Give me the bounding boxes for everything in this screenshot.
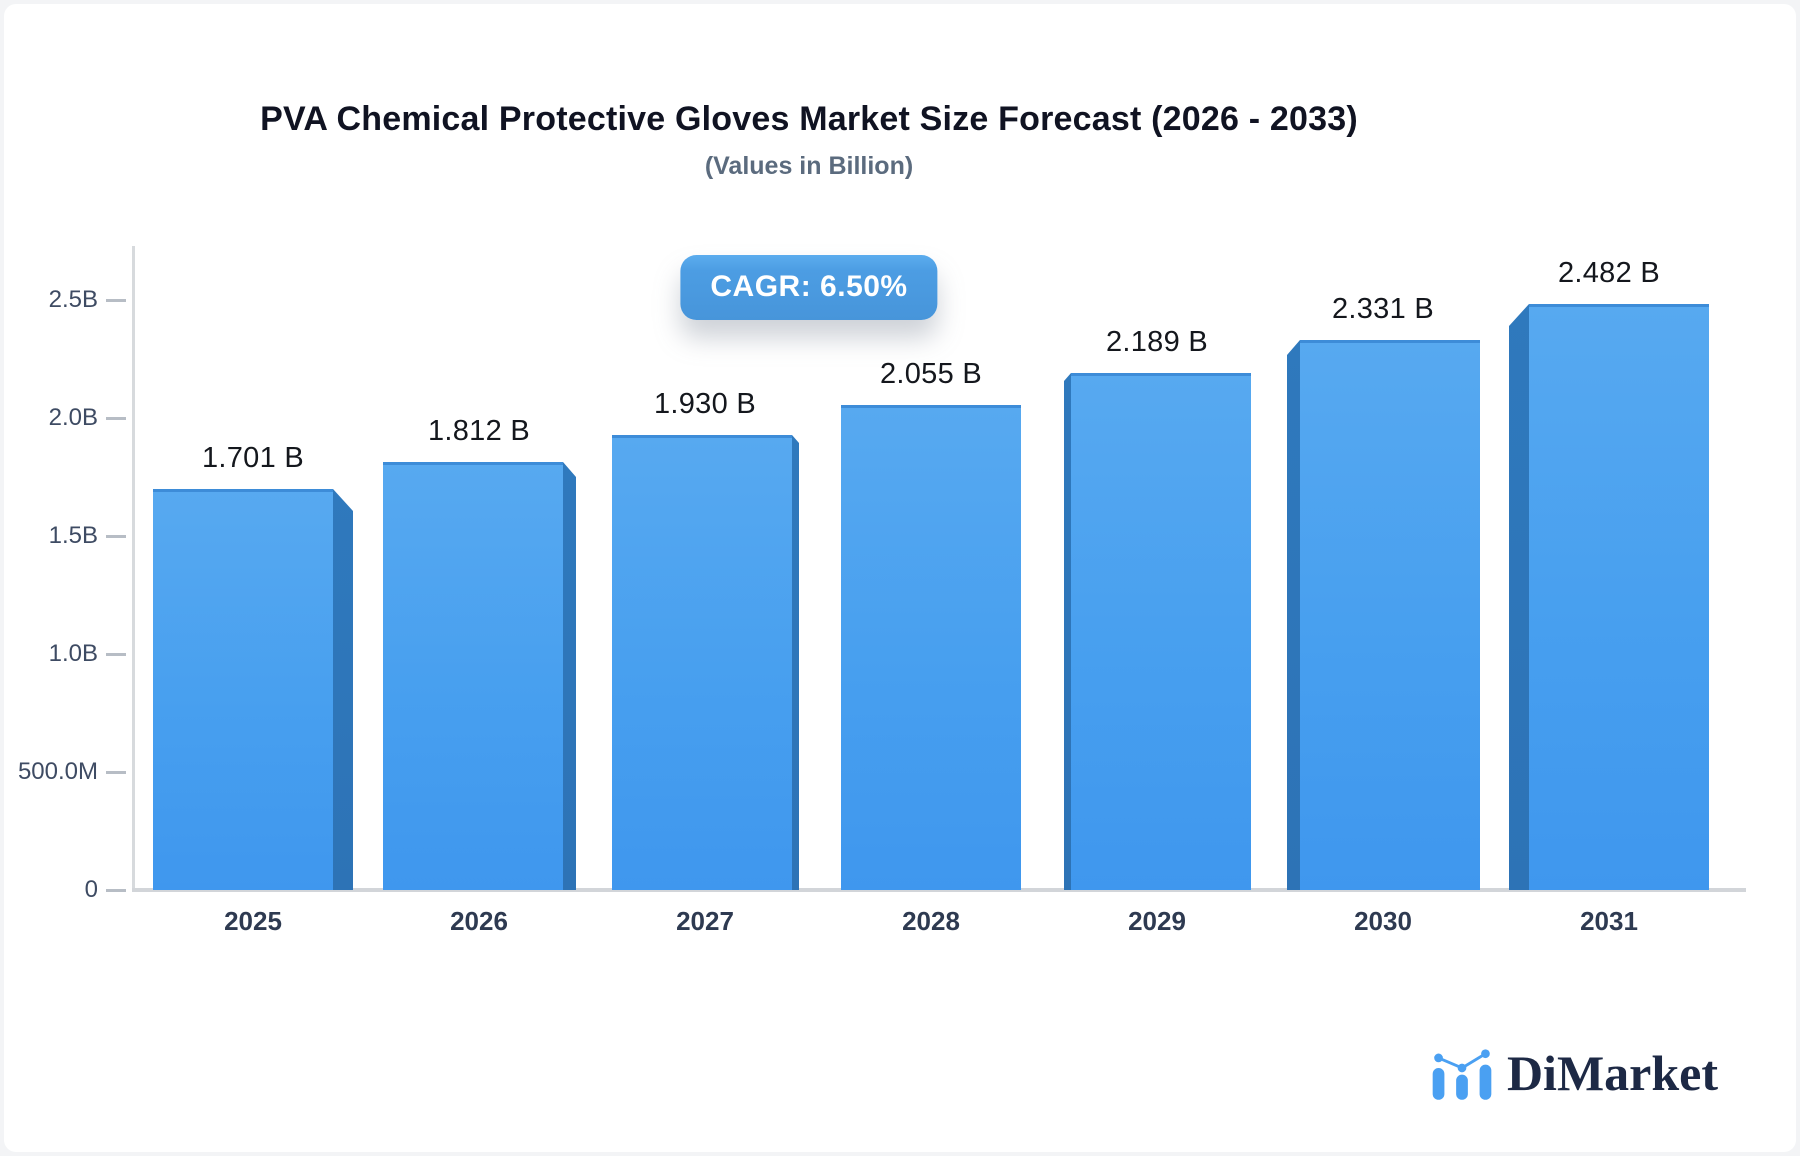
- bar-2028: [841, 405, 1021, 890]
- chart-header: PVA Chemical Protective Gloves Market Si…: [4, 4, 1614, 364]
- bar-value-label: 1.930 B: [653, 388, 757, 420]
- y-axis-line: [132, 246, 135, 892]
- bar-side-panel: [1509, 304, 1529, 890]
- x-axis-category-label: 2030: [1354, 906, 1412, 936]
- bar-value-label: 2.331 B: [1331, 293, 1435, 325]
- bar-face: [841, 405, 1021, 890]
- bar-value-label: 1.812 B: [427, 415, 531, 447]
- x-axis-baseline: [132, 888, 1746, 892]
- bar-side-panel: [333, 489, 353, 890]
- bar-face: [1300, 340, 1480, 890]
- chart-title: PVA Chemical Protective Gloves Market Si…: [260, 100, 1358, 138]
- x-axis-category-label: 2026: [450, 906, 508, 936]
- y-axis-tick: [106, 417, 126, 420]
- brand-name: DiMarket: [1506, 1045, 1718, 1101]
- x-axis-category-label: 2025: [224, 906, 282, 936]
- y-axis-tick-label: 1.0B: [48, 640, 98, 667]
- y-axis-tick-label: 2.0B: [48, 404, 98, 431]
- x-axis-category-label: 2027: [676, 906, 734, 936]
- x-axis-category-label: 2029: [1128, 906, 1186, 936]
- y-axis-tick: [106, 771, 126, 774]
- y-axis-tick-label: 500.0M: [17, 758, 98, 785]
- bar-value-label: 2.482 B: [1557, 257, 1661, 289]
- brand-logo: DiMarket: [1431, 1046, 1718, 1100]
- bar-2030: [1287, 340, 1480, 890]
- bar-face: [1071, 373, 1251, 890]
- bar-value-label: 2.055 B: [879, 358, 983, 390]
- x-axis-category-label: 2028: [902, 906, 960, 936]
- bar-2031: [1509, 304, 1709, 890]
- y-axis-tick: [106, 889, 126, 892]
- y-axis-tick-label: 2.5B: [48, 286, 98, 313]
- bar-chart-plot: 0 500.0M 1.0B 1.5B 2.0B 2.5B 1.701 B 2025 1.812 …: [4, 4, 1796, 1152]
- y-axis-tick-label: 1.5B: [48, 522, 98, 549]
- chart-card: PVA Chemical Protective Gloves Market Si…: [4, 4, 1796, 1152]
- bar-side-panel: [563, 462, 576, 890]
- bar-2027: [612, 435, 799, 890]
- x-axis-category-label: 2031: [1580, 906, 1638, 936]
- bar-face: [612, 435, 792, 890]
- bar-2026: [383, 462, 576, 890]
- bar-side-panel: [1287, 340, 1300, 890]
- bar-face: [1529, 304, 1709, 890]
- y-axis-tick: [106, 299, 126, 302]
- y-axis-tick: [106, 653, 126, 656]
- bar-2025: [153, 489, 353, 890]
- bar-value-label: 2.189 B: [1105, 326, 1209, 358]
- bar-2029: [1064, 373, 1251, 890]
- y-axis-tick-label: 0: [84, 876, 98, 903]
- y-axis-tick: [106, 535, 126, 538]
- bar-side-panel: [1064, 373, 1071, 890]
- dimarket-chart-icon: [1432, 1049, 1492, 1100]
- cagr-badge: CAGR: 6.50%: [680, 255, 938, 320]
- bar-side-panel: [792, 435, 799, 890]
- bar-value-label: 1.701 B: [201, 442, 305, 474]
- chart-subtitle: (Values in Billion): [704, 152, 914, 180]
- bar-face: [383, 462, 563, 890]
- bar-face: [153, 489, 333, 890]
